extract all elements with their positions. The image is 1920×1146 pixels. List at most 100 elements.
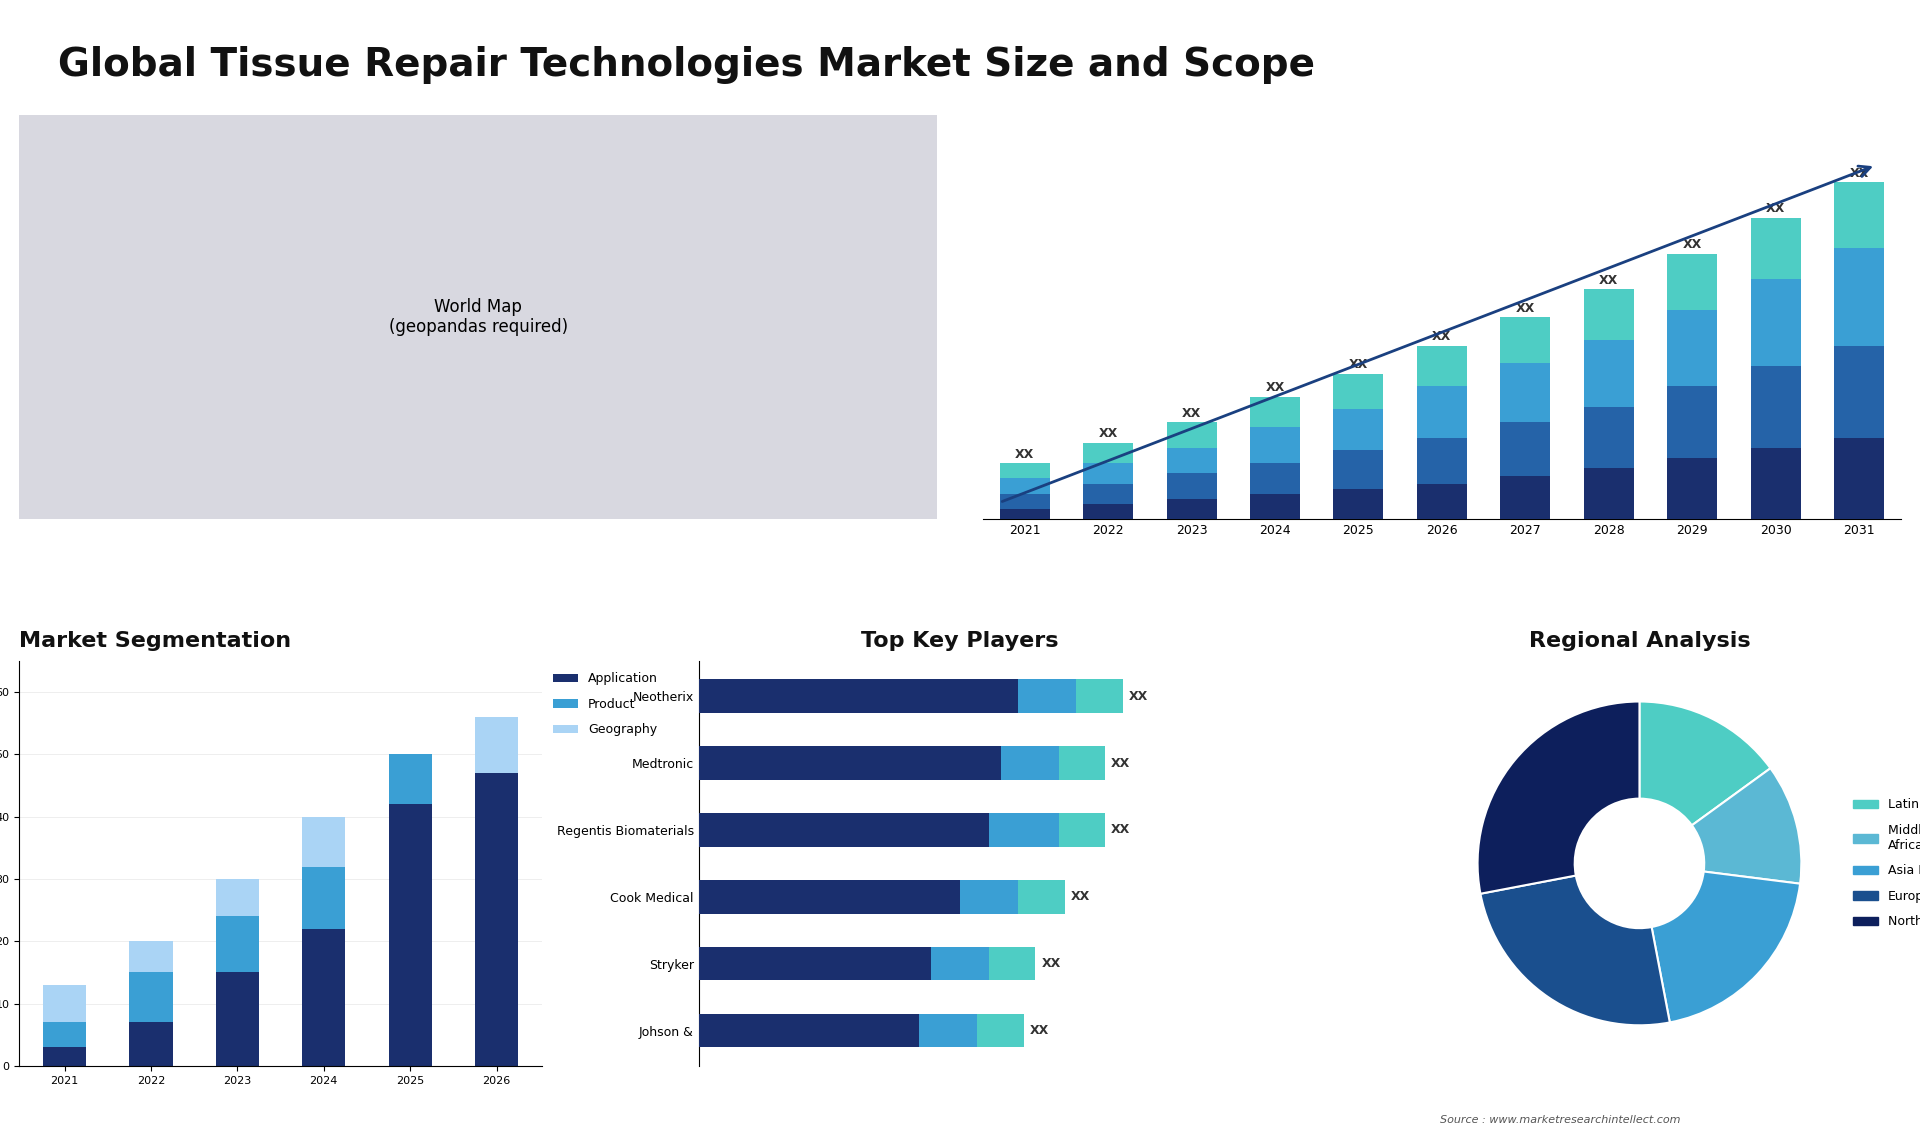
- Bar: [215, 879, 259, 917]
- Bar: [1167, 422, 1217, 448]
- Text: XX: XX: [1069, 890, 1089, 903]
- Bar: [1058, 814, 1106, 847]
- Bar: [1083, 504, 1133, 519]
- Bar: [1584, 340, 1634, 407]
- Bar: [1667, 309, 1716, 386]
- Bar: [42, 1022, 86, 1047]
- Bar: [1018, 680, 1075, 713]
- Bar: [1667, 386, 1716, 458]
- Bar: [1083, 463, 1133, 484]
- Text: XX: XX: [1112, 756, 1131, 770]
- Bar: [215, 972, 259, 1066]
- Bar: [1332, 488, 1384, 519]
- Text: XX: XX: [1041, 957, 1060, 971]
- Bar: [1000, 479, 1050, 494]
- Bar: [977, 1014, 1023, 1047]
- Wedge shape: [1692, 768, 1801, 884]
- Text: XX: XX: [1682, 238, 1701, 251]
- Bar: [1417, 346, 1467, 386]
- Text: Market Segmentation: Market Segmentation: [19, 631, 292, 651]
- Text: XX: XX: [1129, 690, 1148, 702]
- Bar: [301, 928, 346, 1066]
- Bar: [129, 972, 173, 1022]
- Bar: [1417, 386, 1467, 438]
- Text: XX: XX: [1599, 274, 1619, 286]
- Legend: Latin America, Middle East &
Africa, Asia Pacific, Europe, North America: Latin America, Middle East & Africa, Asi…: [1849, 793, 1920, 933]
- Bar: [1058, 746, 1106, 779]
- Bar: [1000, 746, 1058, 779]
- Bar: [1332, 409, 1384, 450]
- Text: Source : www.marketresearchintellect.com: Source : www.marketresearchintellect.com: [1440, 1115, 1680, 1125]
- Bar: [129, 941, 173, 972]
- Bar: [1500, 363, 1549, 422]
- Bar: [1584, 290, 1634, 340]
- Bar: [1834, 249, 1884, 346]
- Bar: [1751, 280, 1801, 366]
- Bar: [1250, 427, 1300, 463]
- Bar: [699, 1014, 920, 1047]
- Bar: [931, 947, 989, 981]
- Bar: [1250, 397, 1300, 427]
- Bar: [474, 774, 518, 1066]
- Bar: [1083, 442, 1133, 463]
- Bar: [1500, 317, 1549, 363]
- Bar: [1500, 422, 1549, 476]
- Bar: [474, 717, 518, 774]
- Bar: [1751, 366, 1801, 448]
- Text: XX: XX: [1112, 824, 1131, 837]
- Bar: [129, 1022, 173, 1066]
- Text: XX: XX: [1849, 166, 1868, 180]
- Bar: [989, 947, 1035, 981]
- Bar: [1000, 463, 1050, 479]
- Bar: [1332, 450, 1384, 488]
- Bar: [1250, 463, 1300, 494]
- Bar: [1751, 448, 1801, 519]
- Bar: [215, 917, 259, 972]
- Bar: [1000, 494, 1050, 509]
- Bar: [42, 984, 86, 1022]
- Bar: [1834, 438, 1884, 519]
- Bar: [1018, 880, 1064, 913]
- Text: XX: XX: [1350, 359, 1369, 371]
- Bar: [699, 680, 1018, 713]
- Legend: Application, Product, Geography: Application, Product, Geography: [547, 667, 662, 741]
- Title: Regional Analysis: Regional Analysis: [1528, 631, 1751, 651]
- Bar: [699, 947, 931, 981]
- Bar: [1250, 494, 1300, 519]
- Bar: [1417, 438, 1467, 484]
- Bar: [1083, 484, 1133, 504]
- Bar: [301, 817, 346, 866]
- Bar: [920, 1014, 977, 1047]
- Text: XX: XX: [1098, 427, 1117, 440]
- Text: XX: XX: [1183, 407, 1202, 419]
- Bar: [1000, 509, 1050, 519]
- Text: XX: XX: [1515, 301, 1534, 315]
- Bar: [989, 814, 1058, 847]
- Text: Global Tissue Repair Technologies Market Size and Scope: Global Tissue Repair Technologies Market…: [58, 46, 1315, 84]
- Text: XX: XX: [1016, 448, 1035, 461]
- Bar: [1417, 484, 1467, 519]
- Bar: [301, 866, 346, 928]
- Wedge shape: [1478, 701, 1640, 894]
- Bar: [1332, 374, 1384, 409]
- Bar: [1584, 407, 1634, 469]
- Bar: [1167, 448, 1217, 473]
- Bar: [1667, 458, 1716, 519]
- Bar: [960, 880, 1018, 913]
- Text: XX: XX: [1766, 203, 1786, 215]
- Bar: [1584, 469, 1634, 519]
- Bar: [388, 754, 432, 804]
- Wedge shape: [1640, 701, 1770, 825]
- Bar: [1751, 218, 1801, 280]
- Wedge shape: [1480, 876, 1670, 1026]
- Bar: [1167, 473, 1217, 499]
- Bar: [1667, 253, 1716, 309]
- Bar: [1834, 346, 1884, 438]
- Bar: [699, 814, 989, 847]
- Bar: [699, 880, 960, 913]
- Bar: [1075, 680, 1123, 713]
- Text: XX: XX: [1029, 1025, 1048, 1037]
- Bar: [1834, 182, 1884, 249]
- Bar: [42, 1047, 86, 1066]
- Bar: [1167, 499, 1217, 519]
